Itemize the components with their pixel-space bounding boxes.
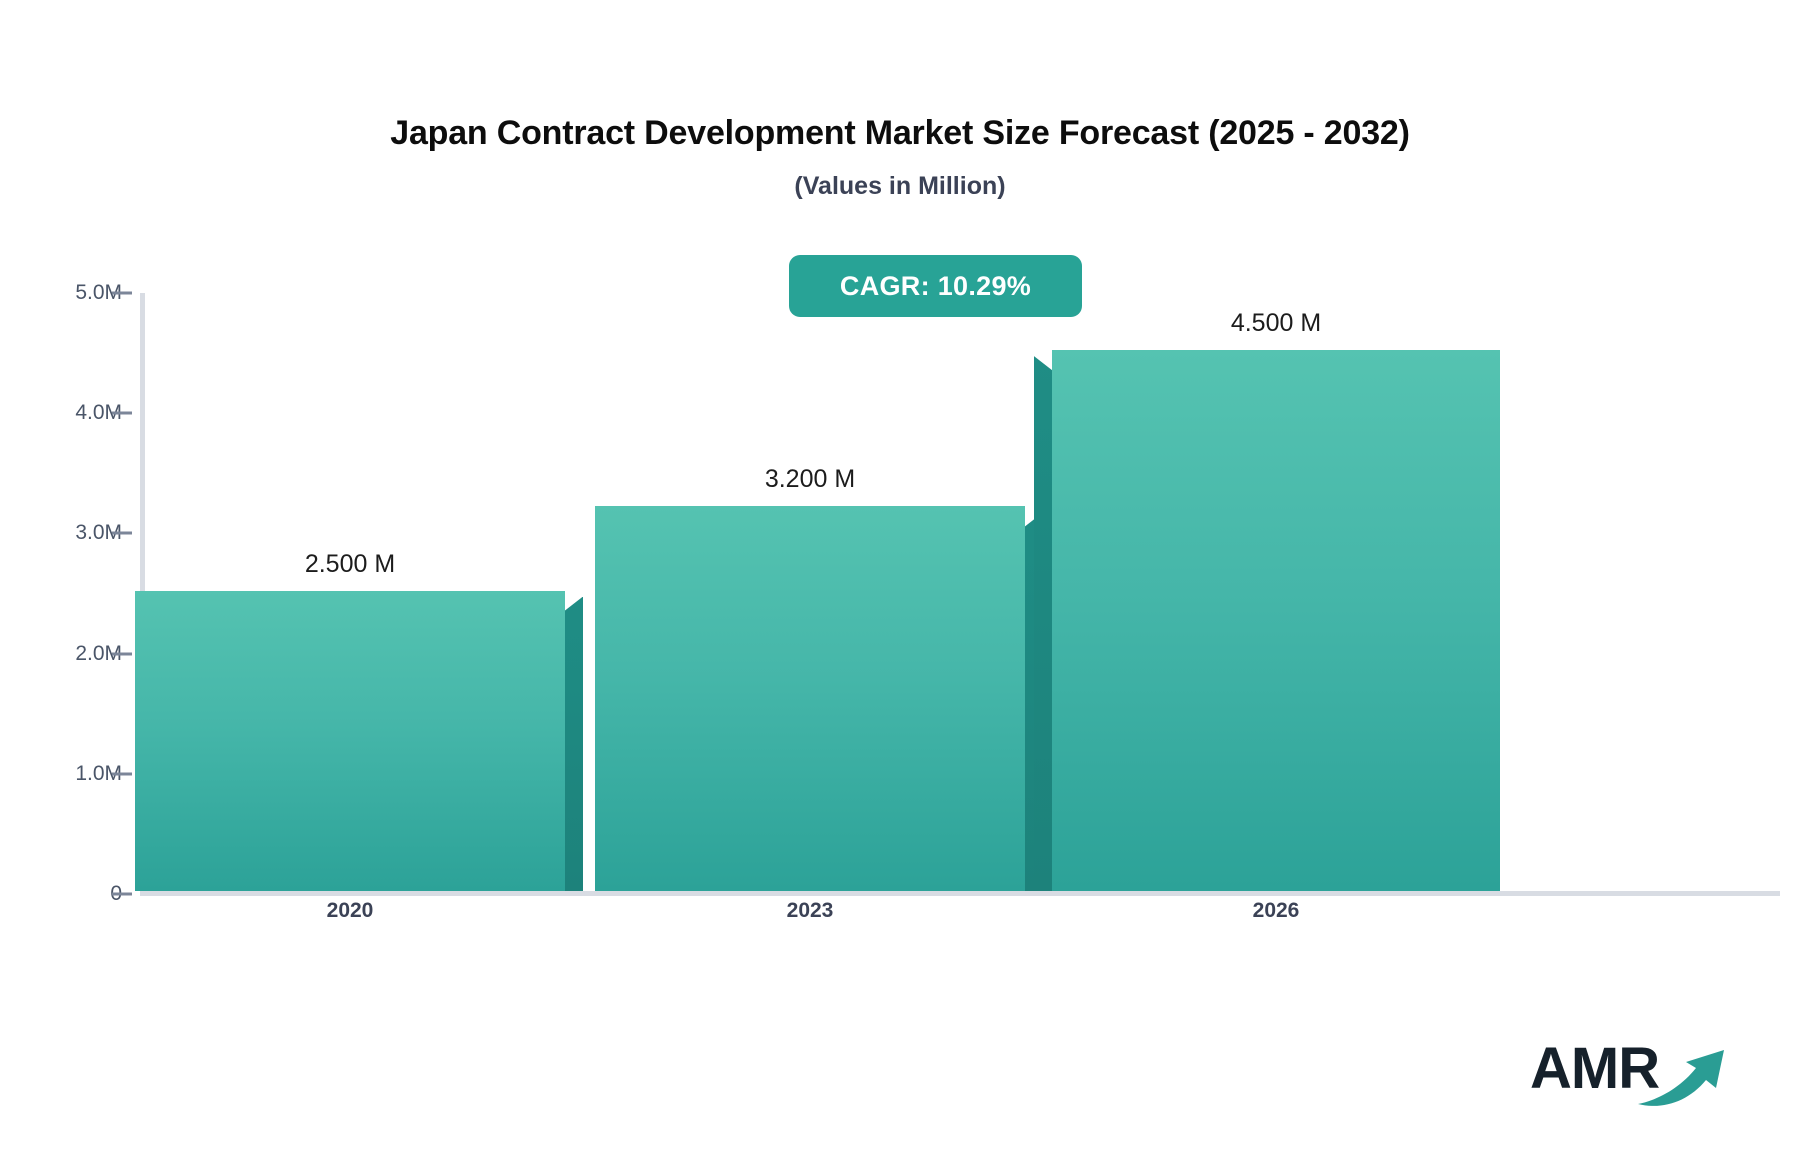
bar-item: 4.500 M 2026 [1034, 309, 1500, 922]
amr-logo: AMR [1530, 1036, 1730, 1116]
y-axis-tick-mark [112, 411, 132, 415]
y-axis-tick-mark [112, 531, 132, 535]
y-axis-tick-label: 0 [0, 882, 122, 906]
bar-front-face [1052, 350, 1500, 891]
x-axis-category-label: 2026 [1252, 899, 1300, 922]
chart-title: Japan Contract Development Market Size F… [390, 114, 1410, 152]
cagr-badge: CAGR: 10.29% [789, 255, 1082, 317]
growth-arrow-icon [1638, 1050, 1724, 1106]
y-axis-tick-label: 2.0M [75, 641, 122, 665]
y-axis-tick-mark [112, 772, 132, 776]
y-axis-tick-label: 3.0M [75, 521, 122, 545]
bar-value-label: 4.500 M [1230, 309, 1322, 338]
y-axis-tick-label: 5.0M [75, 281, 122, 304]
bar-front-face [595, 506, 1025, 891]
chart-subtitle: (Values in Million) [794, 172, 1006, 200]
x-axis-line [140, 891, 1780, 896]
x-axis-category-label: 2023 [786, 899, 834, 922]
bar-item: 3.200 M 2023 [595, 465, 1043, 922]
bar-side-face [1034, 356, 1052, 891]
y-axis-tick-label: 1.0M [75, 761, 122, 785]
y-axis-tick-label: 4.0M [75, 401, 122, 425]
y-axis-tick-mark [112, 291, 132, 295]
x-axis-category-label: 2020 [326, 899, 374, 922]
cagr-badge-label: CAGR: 10.29% [839, 270, 1032, 301]
bar-value-label: 3.200 M [764, 465, 856, 494]
bar-item: 2.500 M 2020 [135, 549, 583, 922]
bar-value-label: 2.500 M [304, 549, 396, 578]
amr-logo-text: AMR [1530, 1036, 1660, 1101]
y-axis-tick-mark [112, 892, 132, 896]
y-axis-tick-mark [112, 652, 132, 656]
bar-side-face [565, 596, 583, 891]
bar-front-face [135, 590, 565, 891]
